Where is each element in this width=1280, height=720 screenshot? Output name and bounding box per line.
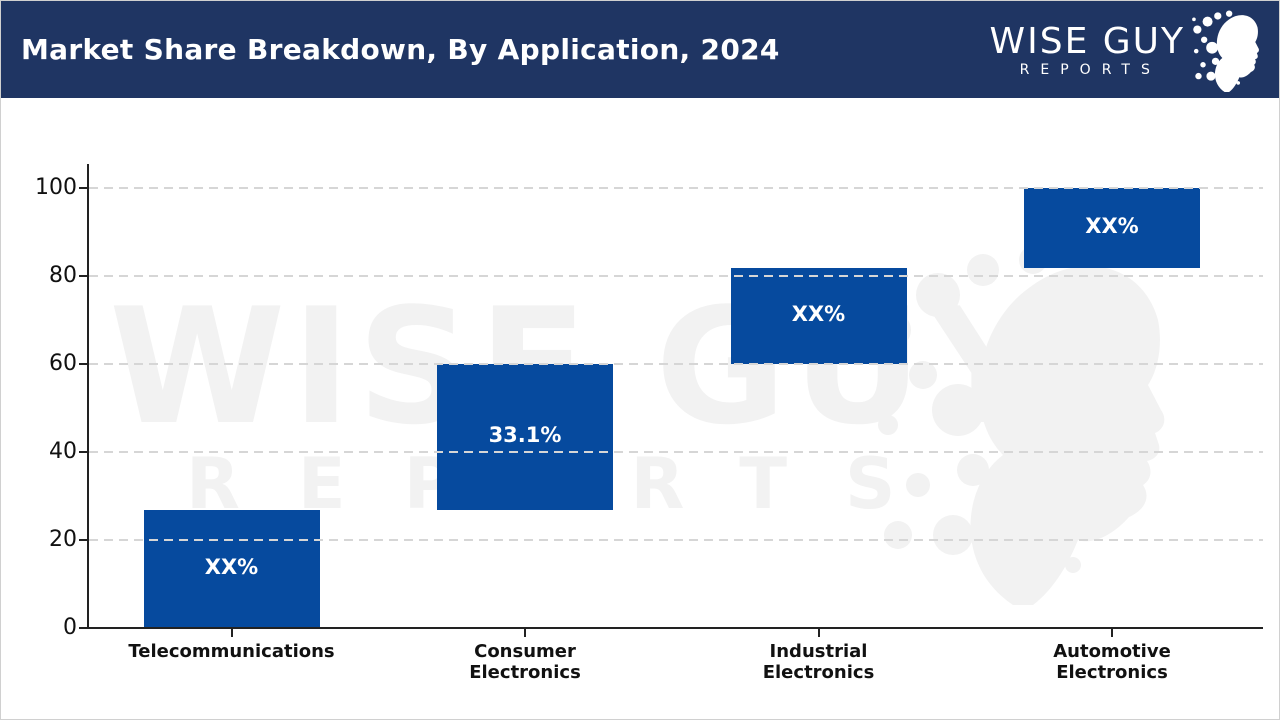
watermark-face-icon [870,246,1165,605]
bar-segment [730,267,907,364]
x-axis-label-line: Electronics [762,662,875,683]
x-axis-label-line: Automotive [1053,641,1171,662]
x-axis-label-line: Industrial [769,641,868,662]
x-axis-label: Industrial Electronics [709,641,929,683]
x-tick-mark [817,629,820,637]
gridline [89,539,1263,541]
logo-wordmark-line1: WISE GUY [989,20,1185,62]
y-tick-label: 60 [49,351,77,376]
x-axis-label-line: Telecommunications [128,641,335,662]
y-axis-line [87,164,89,628]
y-tick-label: 40 [49,439,77,464]
x-axis-label: Automotive Electronics [1002,641,1222,683]
y-tick-label: 80 [49,263,77,288]
bar-value-label: XX% [1085,213,1139,238]
x-tick-mark [524,629,526,637]
wiseguy-face-icon [1192,10,1259,92]
y-tick-mark [79,363,87,365]
y-tick-mark [79,627,87,629]
logo-wordmark-line2: REPORTS [1019,61,1161,78]
x-tick-mark [230,629,233,637]
y-tick-label: 20 [49,527,77,552]
gridline [89,451,1263,453]
x-axis-label-line: Electronics [469,662,581,683]
wiseguy-logo: WISE GUY REPORTS [990,7,1268,93]
logo-wordmark: WISE GUY REPORTS [989,20,1186,78]
gridline [89,275,1263,277]
x-axis-label-line: Consumer [474,641,576,662]
page-title: Market Share Breakdown, By Application, … [21,33,780,66]
bar-segment [1024,188,1200,268]
y-tick-mark [79,187,87,189]
gridline [89,187,1263,189]
bar-segment [143,509,320,628]
x-axis-label-line: Electronics [1056,662,1168,683]
y-tick-label: 100 [35,175,77,200]
y-tick-mark [79,275,87,277]
y-tick-label: 0 [63,615,77,640]
bar-value-label: XX% [204,554,259,579]
bar-value-label: XX% [791,301,846,326]
header-band: Market Share Breakdown, By Application, … [1,1,1279,98]
x-tick-mark [1111,629,1113,637]
x-axis-label: Consumer Electronics [415,641,635,683]
bar-value-label: 33.1% [488,422,562,447]
gridline [89,363,1263,365]
bar-segment [437,364,613,510]
x-axis-label: Telecommunications [122,641,342,662]
y-tick-mark [79,451,87,453]
x-axis-line [87,627,1263,629]
y-tick-mark [79,539,87,541]
